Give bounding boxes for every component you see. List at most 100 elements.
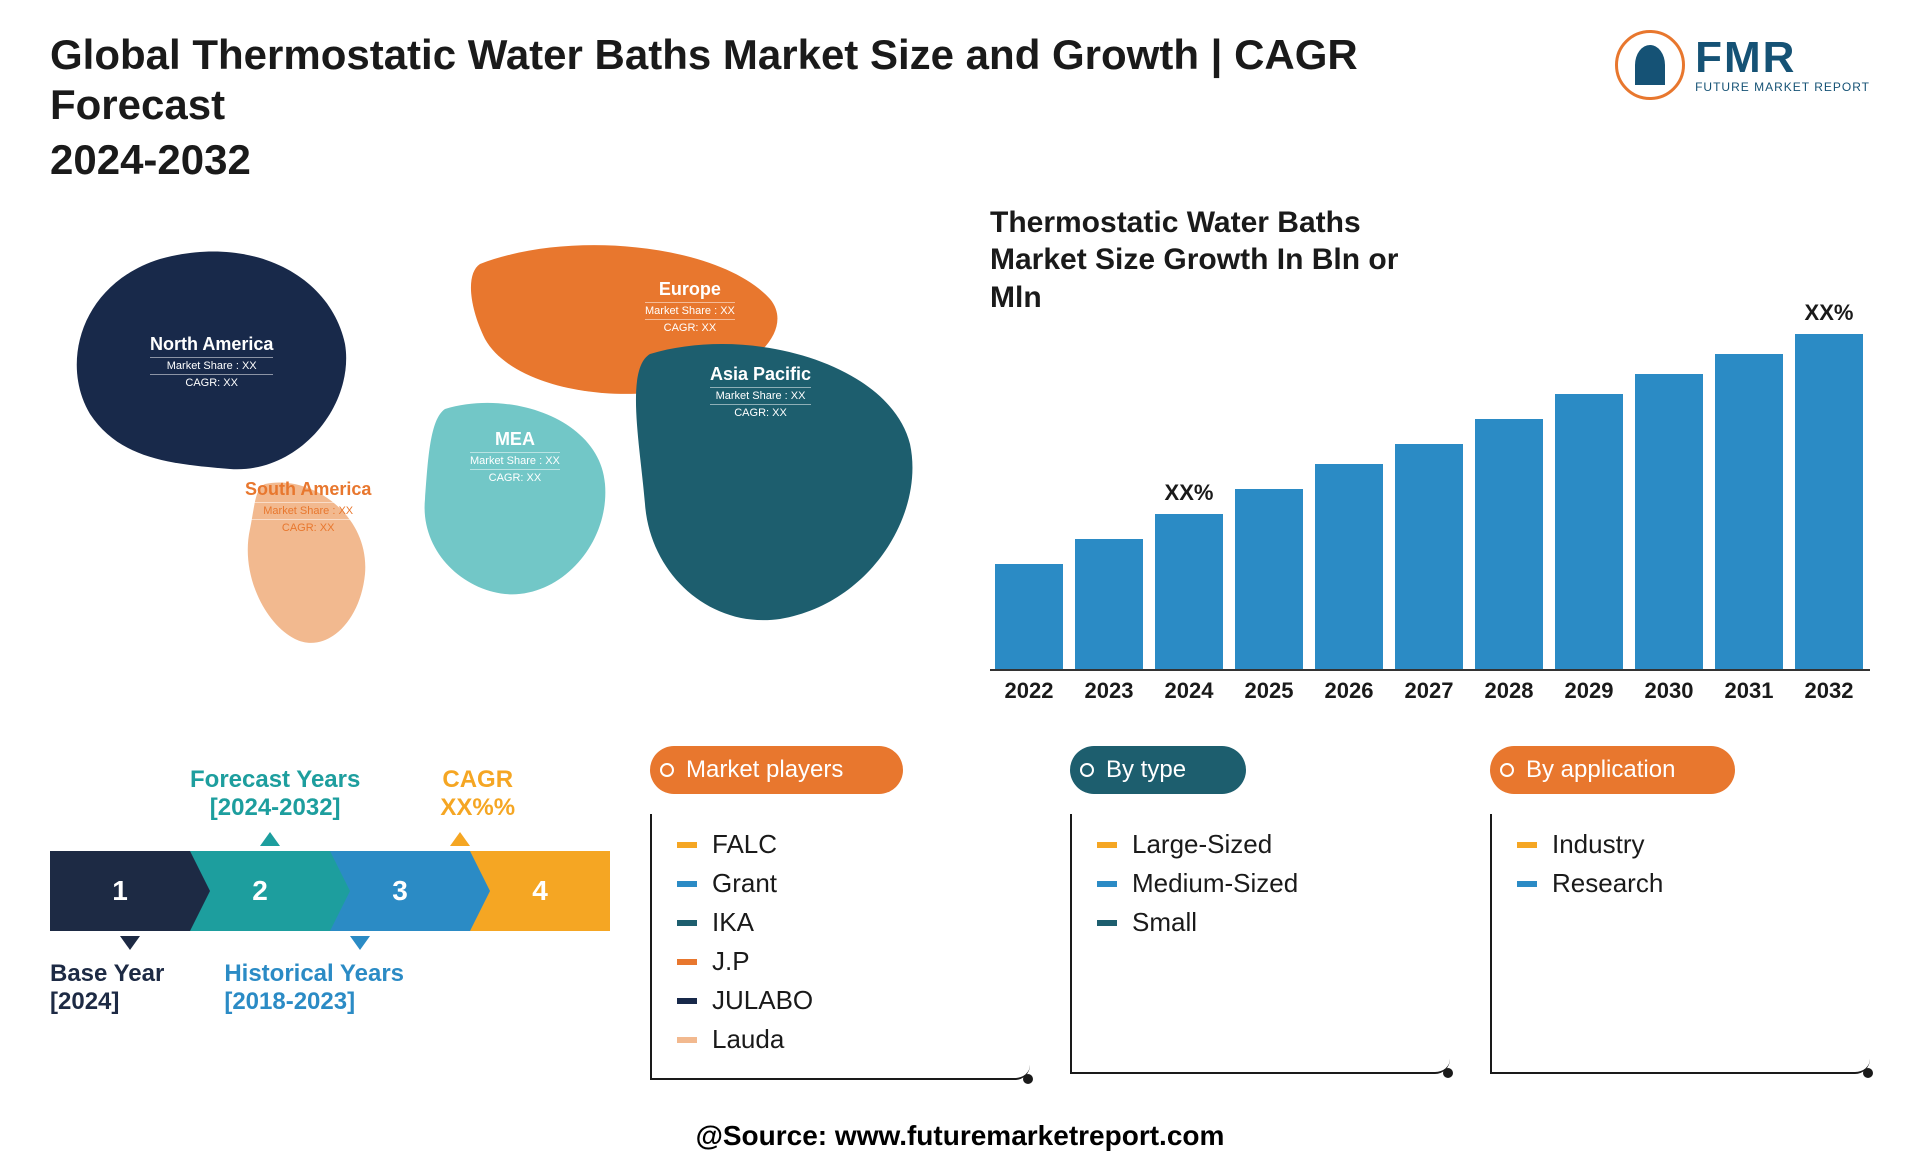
bar-label-2028: 2028 <box>1485 678 1534 704</box>
logo-icon <box>1615 30 1685 100</box>
bar-2025: 2025 <box>1235 489 1303 669</box>
marker-icon <box>1097 881 1117 887</box>
timeline: Forecast Years[2024-2032] CAGRXX%% 1234 B… <box>50 746 610 1016</box>
map-svg <box>50 204 950 644</box>
bar-rect-2031 <box>1715 354 1783 669</box>
bar-annotation-2024: XX% <box>1165 480 1214 506</box>
bar-rect-2026 <box>1315 464 1383 669</box>
bar-2023: 2023 <box>1075 539 1143 669</box>
timeline-bottom-labels: Base Year[2024] Historical Years[2018-202… <box>50 960 610 1016</box>
bottom-row: Forecast Years[2024-2032] CAGRXX%% 1234 B… <box>50 746 1870 1080</box>
timeline-bottom-label-1: Historical Years[2018-2023] <box>224 960 404 1016</box>
list-item-text: Grant <box>712 868 777 899</box>
bar-label-2029: 2029 <box>1565 678 1614 704</box>
page-title: Global Thermostatic Water Baths Market S… <box>50 30 1450 131</box>
bar-rect-2027 <box>1395 444 1463 669</box>
pill-list-1: Large-Sized Medium-Sized Small <box>1070 814 1450 1074</box>
timeline-arrow-up-1 <box>450 832 470 846</box>
timeline-seg-1: 1 <box>50 851 190 931</box>
bar-label-2027: 2027 <box>1405 678 1454 704</box>
list-item-text: Medium-Sized <box>1132 868 1298 899</box>
list-item-text: Industry <box>1552 829 1645 860</box>
pill-list-0: FALC Grant IKA J.P JULABO Lauda <box>650 814 1030 1080</box>
timeline-bar: 1234 <box>50 851 610 931</box>
marker-icon <box>1517 881 1537 887</box>
pill-title-0: Market players <box>686 756 843 784</box>
logo-brand: FMR <box>1695 36 1870 80</box>
bar-rect-2030 <box>1635 374 1703 669</box>
bar-2029: 2029 <box>1555 394 1623 669</box>
marker-icon <box>1097 842 1117 848</box>
header: Global Thermostatic Water Baths Market S… <box>50 30 1870 184</box>
bar-label-2030: 2030 <box>1645 678 1694 704</box>
bar-label-2023: 2023 <box>1085 678 1134 704</box>
map-label-europe: EuropeMarket Share : XXCAGR: XX <box>645 279 735 334</box>
bar-rect-2024 <box>1155 514 1223 669</box>
bar-rect-2028 <box>1475 419 1543 669</box>
list-item-text: JULABO <box>712 985 813 1016</box>
bar-2028: 2028 <box>1475 419 1543 669</box>
bar-label-2026: 2026 <box>1325 678 1374 704</box>
list-item: Grant <box>677 868 1010 899</box>
bullet-icon <box>1500 763 1514 777</box>
bar-2024: XX%2024 <box>1155 514 1223 669</box>
list-item: JULABO <box>677 985 1010 1016</box>
content-row: North AmericaMarket Share : XXCAGR: XXSo… <box>50 204 1870 717</box>
pill-section-by-application: By application Industry Research <box>1490 746 1870 1080</box>
bar-label-2025: 2025 <box>1245 678 1294 704</box>
pill-header-1: By type <box>1070 746 1246 794</box>
map-label-mea: MEAMarket Share : XXCAGR: XX <box>470 429 560 484</box>
timeline-top-arrows <box>50 832 610 846</box>
bar-label-2031: 2031 <box>1725 678 1774 704</box>
map-label-north-america: North AmericaMarket Share : XXCAGR: XX <box>150 334 273 389</box>
bar-2032: XX%2032 <box>1795 334 1863 669</box>
timeline-top-label-1: CAGRXX%% <box>440 766 515 822</box>
timeline-arrow-down-0 <box>120 936 140 950</box>
marker-icon <box>677 998 697 1004</box>
bar-rect-2029 <box>1555 394 1623 669</box>
bar-2026: 2026 <box>1315 464 1383 669</box>
marker-icon <box>1517 842 1537 848</box>
list-item-text: Large-Sized <box>1132 829 1272 860</box>
marker-icon <box>1097 920 1117 926</box>
list-item: IKA <box>677 907 1010 938</box>
timeline-arrow-up-0 <box>260 832 280 846</box>
timeline-seg-3: 3 <box>330 851 470 931</box>
bar-chart: 20222023XX%20242025202620272028202920302… <box>990 331 1870 671</box>
bar-rect-2032 <box>1795 334 1863 669</box>
world-map: North AmericaMarket Share : XXCAGR: XXSo… <box>50 204 950 644</box>
timeline-seg-2: 2 <box>190 851 330 931</box>
marker-icon <box>677 842 697 848</box>
list-item: FALC <box>677 829 1010 860</box>
timeline-top-label-0: Forecast Years[2024-2032] <box>190 766 360 822</box>
pill-title-2: By application <box>1526 756 1675 784</box>
pill-section-by-type: By type Large-Sized Medium-Sized Small <box>1070 746 1450 1080</box>
list-item-text: J.P <box>712 946 750 977</box>
marker-icon <box>677 959 697 965</box>
bar-label-2022: 2022 <box>1005 678 1054 704</box>
bar-2022: 2022 <box>995 564 1063 669</box>
pill-header-0: Market players <box>650 746 903 794</box>
timeline-bottom-label-0: Base Year[2024] <box>50 960 164 1016</box>
bar-rect-2025 <box>1235 489 1303 669</box>
bar-2031: 2031 <box>1715 354 1783 669</box>
bar-annotation-2032: XX% <box>1805 300 1854 326</box>
timeline-top-labels: Forecast Years[2024-2032] CAGRXX%% <box>50 766 610 822</box>
logo-tagline: FUTURE MARKET REPORT <box>1695 80 1870 94</box>
map-label-asia-pacific: Asia PacificMarket Share : XXCAGR: XX <box>710 364 811 419</box>
pill-title-1: By type <box>1106 756 1186 784</box>
source-attribution: @Source: www.futuremarketreport.com <box>50 1120 1870 1152</box>
list-item: Small <box>1097 907 1430 938</box>
bar-label-2024: 2024 <box>1165 678 1214 704</box>
list-item: Lauda <box>677 1024 1010 1055</box>
bar-2030: 2030 <box>1635 374 1703 669</box>
timeline-bottom-arrows <box>50 936 610 950</box>
bullet-icon <box>1080 763 1094 777</box>
title-year-range: 2024-2032 <box>50 136 1450 184</box>
list-item-text: Research <box>1552 868 1663 899</box>
logo-figure-icon <box>1635 45 1665 85</box>
marker-icon <box>677 881 697 887</box>
timeline-arrow-down-1 <box>350 936 370 950</box>
bullet-icon <box>660 763 674 777</box>
list-item-text: IKA <box>712 907 754 938</box>
